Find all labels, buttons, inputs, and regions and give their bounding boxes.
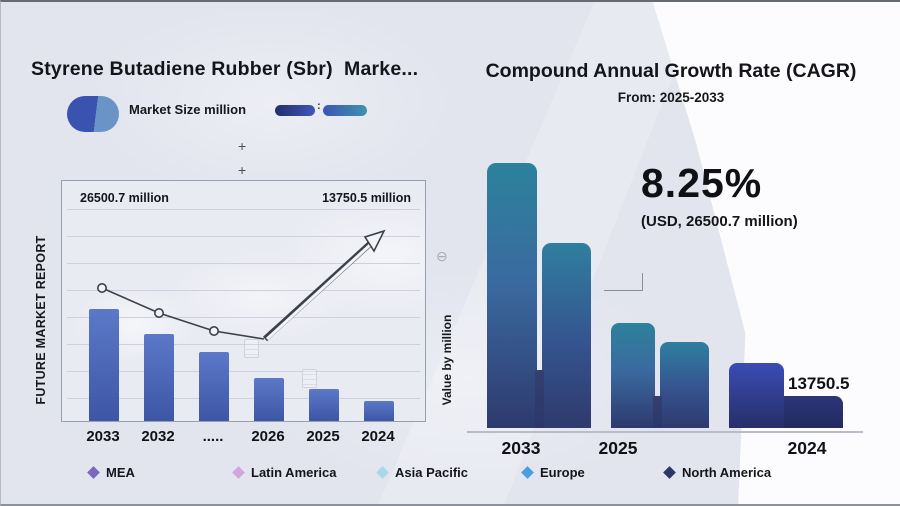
bar-value-label: 13750.5	[788, 374, 850, 393]
x-label: 2024	[361, 428, 395, 445]
value-axis-label: Value by million	[440, 314, 454, 406]
bar-merge-fill	[653, 396, 662, 428]
legend-item: Europe	[521, 465, 585, 480]
legend-item: MEA	[87, 465, 135, 480]
legend-diamond	[521, 466, 534, 479]
legend-item: Asia Pacific	[376, 465, 468, 480]
chart-gridlines	[67, 209, 420, 420]
legend-diamond	[376, 466, 389, 479]
annotation-right-value: 13750.5 million	[322, 191, 411, 205]
document-icon	[302, 369, 317, 388]
legend-diamond	[87, 466, 100, 479]
cagr-detail: (USD, 26500.7 million)	[641, 213, 798, 230]
cagr-percentage: 8.25%	[641, 160, 763, 206]
cagr-title: Compound Annual Growth Rate (CAGR)	[485, 60, 857, 82]
plus-mark-icon: +	[238, 138, 247, 154]
market-size-chart: 26500.7 million 13750.5 million	[61, 180, 426, 422]
legend-diamond	[232, 466, 245, 479]
cagr-bar-primary	[611, 323, 655, 428]
x-label: 2025	[306, 428, 340, 445]
plus-mark-icon: +	[238, 162, 247, 178]
market-bar	[144, 334, 174, 421]
cagr-bar-secondary	[660, 342, 709, 428]
cagr-x-label: 2025	[598, 438, 638, 458]
cagr-x-label: 2024	[787, 438, 827, 458]
legend-diamond	[663, 466, 676, 479]
legend-item: North America	[663, 465, 772, 480]
circled-minus-icon: ⊖	[436, 248, 448, 264]
market-size-legend-label: Market Size million	[129, 102, 247, 117]
x-label: 2033	[86, 428, 120, 445]
document-icon	[244, 339, 259, 358]
market-bar	[199, 352, 229, 421]
cylinder-icon	[67, 96, 119, 132]
gradient-pill-icon-right	[323, 105, 367, 116]
left-chart-title: Styrene Butadiene Rubber (Sbr) Marke...	[31, 58, 419, 80]
x-label: 2032	[141, 428, 175, 445]
legend-label: Latin America	[251, 465, 337, 480]
market-bar	[89, 309, 119, 421]
trend-line-and-arrow	[96, 229, 386, 342]
legend-label: Asia Pacific	[395, 465, 468, 480]
cagr-bar-primary	[729, 363, 784, 428]
cagr-bar-secondary	[777, 396, 843, 428]
gradient-pill-icon-left	[275, 105, 315, 116]
cagr-subtitle: From: 2025-2033	[617, 90, 725, 105]
cagr-axis-line	[467, 431, 863, 433]
annotation-left-value: 26500.7 million	[80, 191, 169, 205]
bar-merge-fill	[535, 370, 544, 428]
x-label: 2026	[251, 428, 285, 445]
future-market-report-label: FUTURE MARKET REPORT	[34, 235, 48, 405]
cagr-bar-secondary	[542, 243, 591, 428]
market-bar	[254, 378, 284, 421]
corner-line-decor	[604, 273, 643, 291]
legend-label: North America	[682, 465, 772, 480]
pill-ratio-colon: :	[317, 100, 321, 112]
market-bar	[364, 401, 394, 421]
market-bar	[309, 389, 339, 421]
legend-label: Europe	[540, 465, 585, 480]
legend-item: Latin America	[232, 465, 337, 480]
cagr-x-label: 2033	[501, 438, 541, 458]
x-label: .....	[202, 428, 224, 445]
cagr-bar-primary	[487, 163, 537, 428]
legend-label: MEA	[106, 465, 135, 480]
